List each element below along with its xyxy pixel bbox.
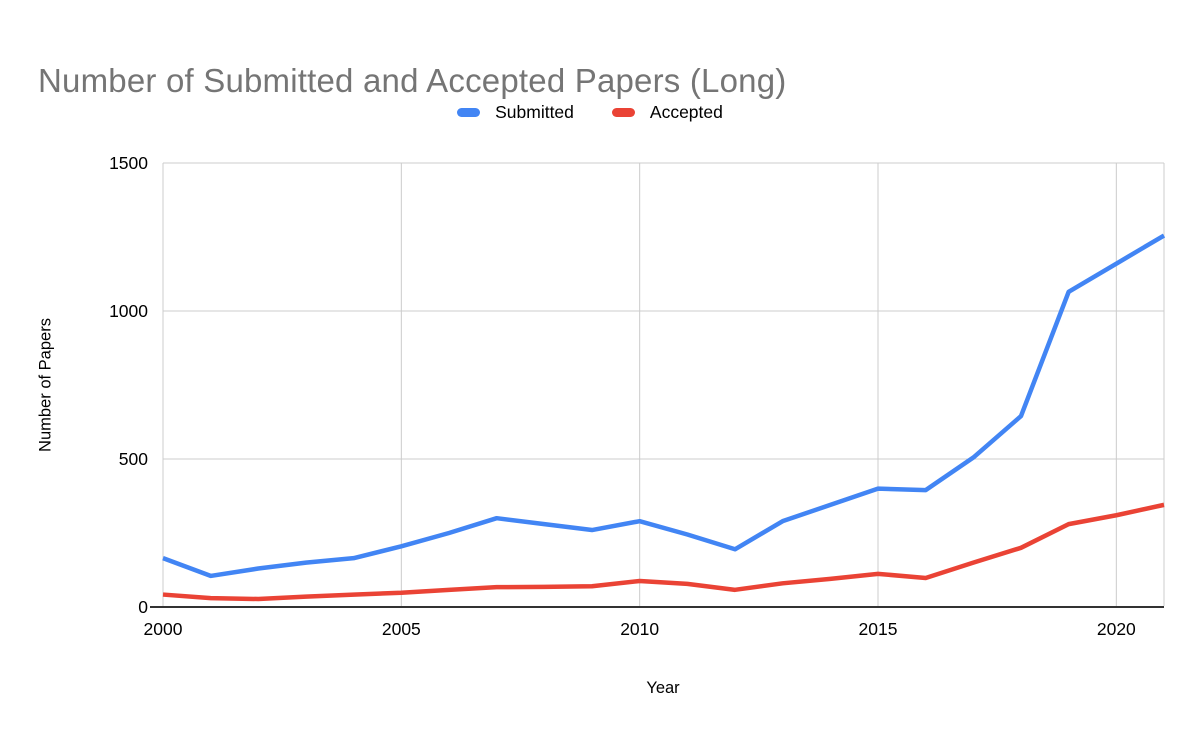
series-line-accepted [162,502,1165,602]
legend-item-submitted: Submitted [457,101,574,123]
y-tick-label: 500 [119,449,148,469]
x-tick-label: 2010 [620,619,659,639]
y-tick-label: 0 [138,597,148,617]
legend-label-submitted: Submitted [495,102,574,122]
x-tick-label: 2005 [382,619,421,639]
legend-item-accepted: Accepted [611,101,723,123]
chart-title: Number of Submitted and Accepted Papers … [38,62,787,100]
x-tick-label: 2000 [144,619,183,639]
legend: Submitted Accepted [0,101,1180,123]
y-axis-title: Number of Papers [36,318,55,452]
legend-swatch-accepted-icon [611,107,635,117]
legend-label-accepted: Accepted [649,102,723,122]
y-tick-label: 1000 [109,301,148,321]
x-tick-label: 2015 [859,619,898,639]
x-tick-label: 2020 [1097,619,1136,639]
y-tick-label: 1500 [109,153,148,173]
series-line-submitted [162,233,1166,579]
x-axis-title: Year [646,679,680,697]
legend-swatch-submitted-icon [457,107,481,117]
